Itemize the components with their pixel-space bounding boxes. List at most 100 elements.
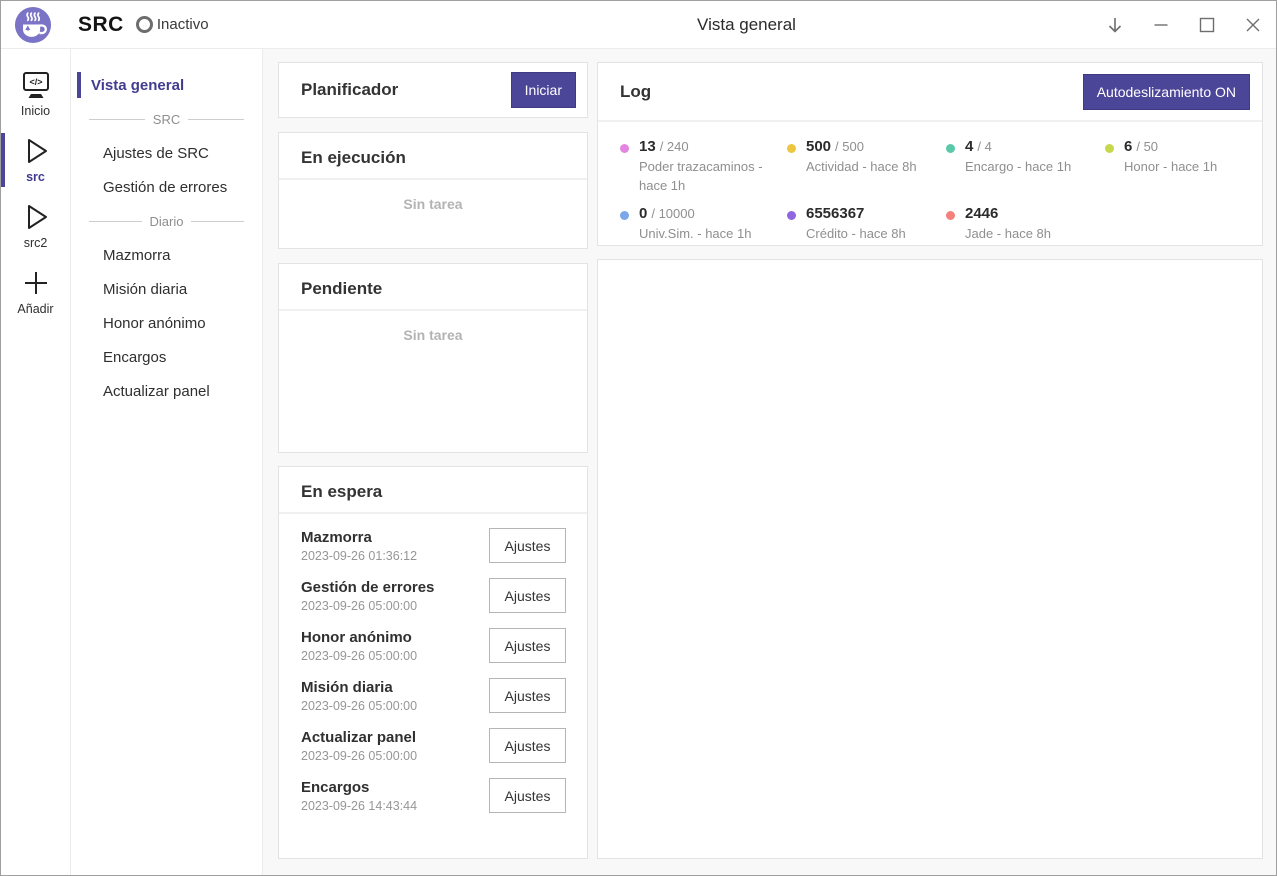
planner-title: Planificador bbox=[301, 80, 399, 99]
rail-item-inicio[interactable]: </> Inicio bbox=[1, 61, 70, 127]
rail-label: Añadir bbox=[17, 302, 54, 316]
sidebar-item-ajustes-de-src[interactable]: Ajustes de SRC bbox=[103, 144, 209, 162]
stat-jade: 2446 Jade - hace 8h bbox=[946, 205, 1105, 244]
close-button[interactable] bbox=[1230, 1, 1276, 49]
pending-card: Pendiente Sin tarea bbox=[278, 263, 588, 453]
log-card: Log Autodeslizamiento ON 13/ 240 Poder t… bbox=[597, 62, 1263, 246]
stat-value: 0 bbox=[639, 204, 648, 222]
running-title: En ejecución bbox=[301, 148, 406, 167]
stat-max: / 500 bbox=[835, 139, 864, 154]
status-ring-icon bbox=[135, 16, 153, 33]
stat-poder-trazacaminos: 13/ 240 Poder trazacaminos - hace 1h bbox=[620, 138, 787, 196]
task-row-mazmorra: Mazmorra 2023-09-26 01:36:12 Ajustes bbox=[279, 520, 587, 570]
stat-label: Honor - hace 1h bbox=[1124, 159, 1218, 174]
task-row-actualizar-panel: Actualizar panel 2023-09-26 05:00:00 Aju… bbox=[279, 720, 587, 770]
rail-label: src bbox=[26, 170, 45, 184]
stat-value: 13 bbox=[639, 138, 656, 155]
task-row-encargos: Encargos 2023-09-26 14:43:44 Ajustes bbox=[279, 770, 587, 820]
stat-dot-icon bbox=[1105, 144, 1114, 153]
sidebar-item-gestion-de-errores[interactable]: Gestión de errores bbox=[103, 178, 228, 196]
task-scheduled-time: 2023-09-26 01:36:12 bbox=[301, 548, 418, 563]
close-icon bbox=[1246, 18, 1260, 32]
task-scheduled-time: 2023-09-26 05:00:00 bbox=[301, 648, 418, 663]
stat-max: / 50 bbox=[1136, 139, 1159, 154]
log-title: Log bbox=[620, 82, 652, 101]
app-name: SRC bbox=[78, 12, 124, 36]
rail-item-src[interactable]: src bbox=[1, 127, 70, 193]
maximize-button[interactable] bbox=[1184, 1, 1230, 49]
rail-item-anadir[interactable]: Añadir bbox=[1, 259, 70, 325]
divider bbox=[598, 120, 1262, 122]
task-settings-button[interactable]: Ajustes bbox=[489, 778, 566, 813]
sidebar-item-encargos[interactable]: Encargos bbox=[103, 348, 167, 366]
sidebar-section-src: SRC bbox=[71, 102, 262, 136]
stat-dot-icon bbox=[787, 210, 796, 220]
rail-item-src2[interactable]: src2 bbox=[1, 193, 70, 259]
stat-dot-icon bbox=[787, 144, 796, 153]
stat-label: Poder trazacaminos - hace 1h bbox=[639, 159, 763, 193]
stat-max: / 4 bbox=[977, 139, 992, 154]
main-content: Planificador Iniciar En ejecución Sin ta… bbox=[263, 49, 1276, 875]
sidebar-item-vista-general[interactable]: Vista general bbox=[71, 68, 262, 102]
stat-dot-icon bbox=[946, 144, 955, 153]
collapse-window-button[interactable] bbox=[1092, 1, 1138, 49]
titlebar: SRC Inactivo Vista general bbox=[1, 1, 1276, 49]
waiting-title: En espera bbox=[301, 482, 383, 501]
code-monitor-icon: </> bbox=[20, 69, 52, 101]
stat-label: Actividad - hace 8h bbox=[806, 159, 917, 174]
play-icon bbox=[20, 201, 52, 233]
task-name: Actualizar panel bbox=[301, 728, 417, 746]
stat-actividad: 500/ 500 Actividad - hace 8h bbox=[787, 138, 946, 196]
log-output-panel bbox=[597, 259, 1263, 859]
sidebar-item-actualizar-panel[interactable]: Actualizar panel bbox=[103, 382, 210, 400]
status-label: Inactivo bbox=[156, 16, 209, 33]
minimize-icon bbox=[1154, 24, 1168, 26]
task-settings-button[interactable]: Ajustes bbox=[489, 628, 566, 663]
stat-dot-icon bbox=[620, 210, 629, 220]
task-row-mision-diaria: Misión diaria 2023-09-26 05:00:00 Ajuste… bbox=[279, 670, 587, 720]
task-name: Gestión de errores bbox=[301, 578, 435, 596]
stat-value: 2446 bbox=[965, 204, 999, 222]
divider bbox=[279, 178, 587, 180]
autoscroll-toggle-button[interactable]: Autodeslizamiento ON bbox=[1082, 74, 1250, 110]
rail-label: Inicio bbox=[20, 104, 51, 118]
waiting-task-list: Mazmorra 2023-09-26 01:36:12 Ajustes Ges… bbox=[279, 514, 587, 820]
task-scheduled-time: 2023-09-26 05:00:00 bbox=[301, 598, 418, 613]
minimize-button[interactable] bbox=[1138, 1, 1184, 49]
stat-dot-icon bbox=[620, 144, 629, 153]
icon-rail: </> Inicio src bbox=[1, 49, 71, 875]
stat-label: Jade - hace 8h bbox=[965, 225, 1052, 241]
task-name: Encargos bbox=[301, 778, 370, 796]
planner-card: Planificador Iniciar bbox=[278, 62, 588, 118]
sidebar-section-diario: Diario bbox=[71, 204, 262, 238]
divider bbox=[279, 512, 587, 514]
task-settings-button[interactable]: Ajustes bbox=[489, 578, 566, 613]
running-empty-text: Sin tarea bbox=[403, 196, 463, 212]
stat-value: 500 bbox=[806, 138, 832, 155]
task-settings-button[interactable]: Ajustes bbox=[489, 728, 566, 763]
stat-value: 4 bbox=[965, 138, 974, 155]
sidebar-item-mazmorra[interactable]: Mazmorra bbox=[103, 246, 171, 264]
plus-icon bbox=[21, 267, 51, 299]
maximize-icon bbox=[1199, 17, 1215, 33]
rail-label: src2 bbox=[23, 236, 48, 250]
sidebar-item-mision-diaria[interactable]: Misión diaria bbox=[103, 280, 188, 298]
stat-max: / 240 bbox=[659, 139, 689, 154]
stat-label: Encargo - hace 1h bbox=[965, 159, 1072, 174]
divider bbox=[279, 309, 587, 311]
task-row-gestion-de-errores: Gestión de errores 2023-09-26 05:00:00 A… bbox=[279, 570, 587, 620]
stat-honor: 6/ 50 Honor - hace 1h bbox=[1105, 138, 1262, 196]
task-settings-button[interactable]: Ajustes bbox=[489, 528, 566, 563]
task-scheduled-time: 2023-09-26 14:43:44 bbox=[301, 798, 418, 813]
stat-label: Univ.Sim. - hace 1h bbox=[639, 225, 752, 241]
stat-value: 6556367 bbox=[806, 204, 865, 222]
start-scheduler-button[interactable]: Iniciar bbox=[510, 72, 576, 108]
page-title: Vista general bbox=[697, 14, 796, 34]
task-settings-button[interactable]: Ajustes bbox=[489, 678, 566, 713]
sidebar-item-honor-anonimo[interactable]: Honor anónimo bbox=[103, 314, 206, 332]
sidebar: Vista general SRC Ajustes de SRC Gestión… bbox=[71, 49, 263, 875]
task-name: Honor anónimo bbox=[301, 628, 412, 646]
play-icon bbox=[20, 135, 52, 167]
waiting-card: En espera Mazmorra 2023-09-26 01:36:12 A… bbox=[278, 466, 588, 859]
